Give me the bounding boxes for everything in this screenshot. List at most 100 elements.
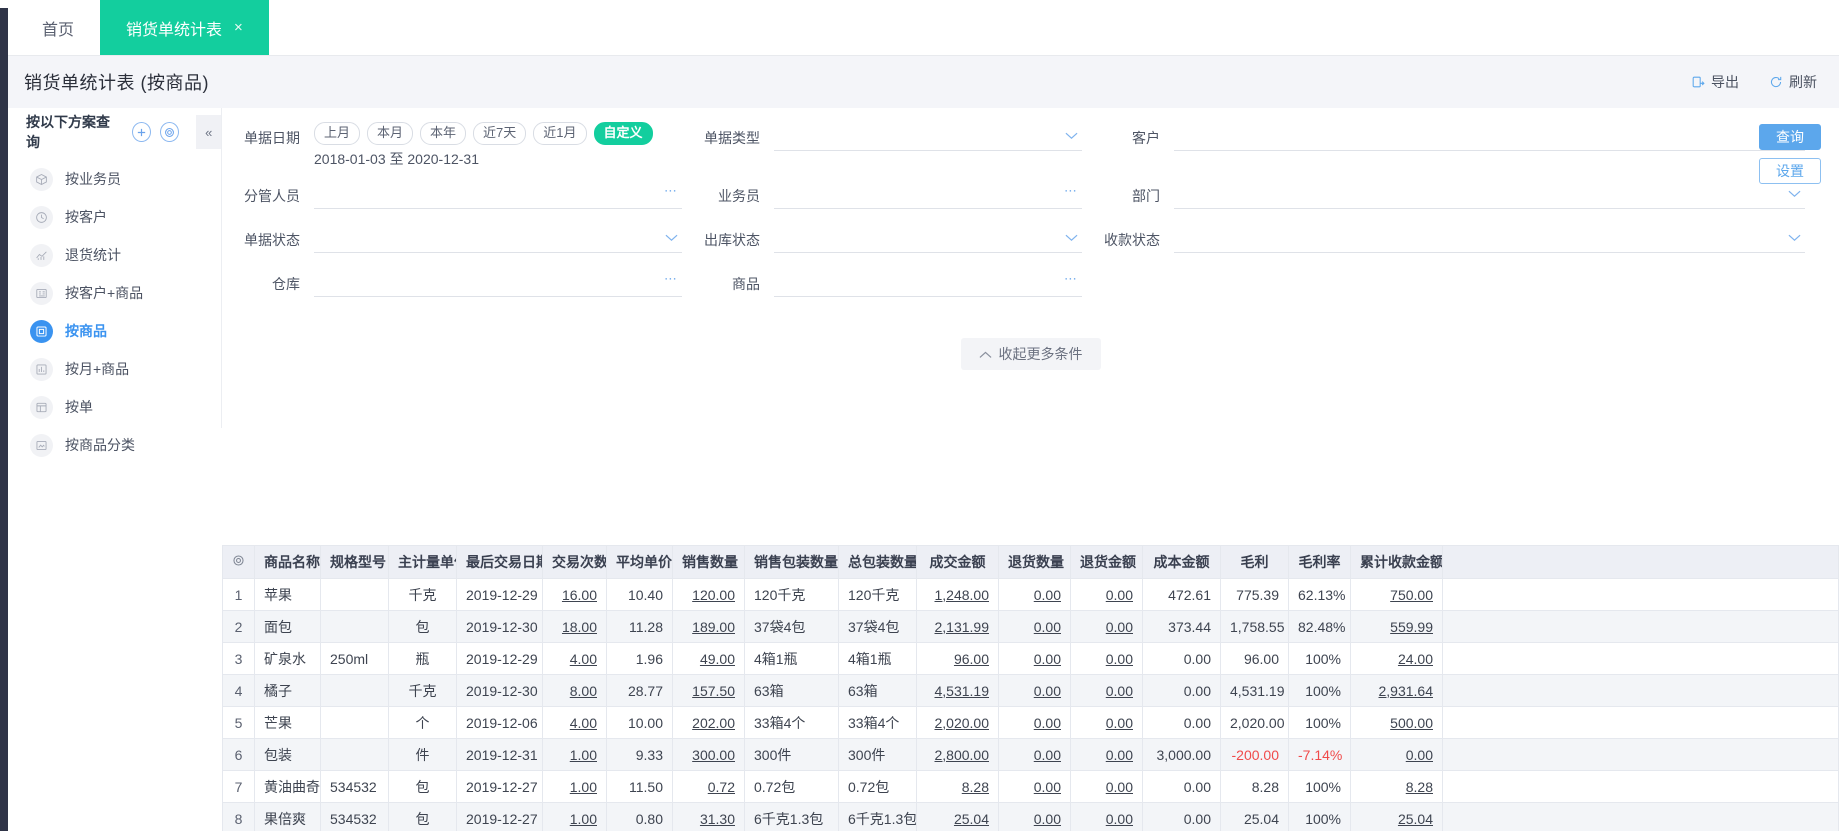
cell-received-amount-link[interactable]: 2,931.64	[1378, 682, 1434, 699]
col-received-amount[interactable]: 累计收款金额	[1350, 545, 1443, 579]
col-product-name[interactable]: 商品名称	[254, 545, 321, 579]
doc-status-input[interactable]	[314, 224, 682, 253]
chevron-down-icon[interactable]	[1065, 231, 1078, 244]
col-last-date[interactable]: 最后交易日期	[456, 545, 543, 579]
cell-deal-amount[interactable]: 2,020.00	[916, 706, 999, 739]
date-chip-last-7-days[interactable]: 近7天	[473, 122, 527, 145]
table-row[interactable]: 7 黄油曲奇 534532 包 2019-12-27 1.00 11.50 0.72 0.72包…	[222, 770, 1839, 803]
col-avg-price[interactable]: 平均单价	[606, 545, 673, 579]
cell-return-qty-link[interactable]: 0.00	[1033, 810, 1061, 827]
tab-sales-report[interactable]: 销货单统计表 ×	[100, 0, 269, 55]
outbound-status-control[interactable]	[774, 224, 1082, 253]
cell-return-amount-link[interactable]: 0.00	[1105, 714, 1133, 731]
cell-return-amount[interactable]: 0.00	[1070, 642, 1143, 675]
cell-deal-amount-link[interactable]: 2,020.00	[934, 714, 990, 731]
cell-sale-qty[interactable]: 49.00	[672, 642, 745, 675]
cell-received-amount[interactable]: 750.00	[1350, 578, 1443, 611]
col-deal-count[interactable]: 交易次数	[542, 545, 607, 579]
cell-deal-amount-link[interactable]: 8.28	[961, 778, 989, 795]
refresh-button[interactable]: 刷新	[1769, 72, 1817, 92]
col-total-pack-qty[interactable]: 总包装数量	[838, 545, 917, 579]
date-chip-last-1-month[interactable]: 近1月	[533, 122, 587, 145]
table-row[interactable]: 3 矿泉水 250ml 瓶 2019-12-29 4.00 1.96 49.00 4箱1瓶 4箱1…	[222, 642, 1839, 675]
cell-return-amount-link[interactable]: 0.00	[1105, 586, 1133, 603]
cell-deal-amount[interactable]: 96.00	[916, 642, 999, 675]
cell-deal-count-link[interactable]: 8.00	[569, 682, 597, 699]
cell-return-amount[interactable]: 0.00	[1070, 706, 1143, 739]
cell-sale-qty[interactable]: 0.72	[672, 770, 745, 803]
chevron-down-icon[interactable]	[1788, 187, 1801, 200]
cell-deal-amount[interactable]: 2,800.00	[916, 738, 999, 771]
dots-icon[interactable]: ⋯	[1064, 271, 1078, 286]
cell-return-qty[interactable]: 0.00	[998, 738, 1071, 771]
cell-sale-qty-link[interactable]: 31.30	[699, 810, 735, 827]
cell-return-qty[interactable]: 0.00	[998, 610, 1071, 643]
date-chip-this-month[interactable]: 本月	[367, 122, 414, 145]
cell-sale-qty-link[interactable]: 120.00	[692, 586, 735, 603]
customer-input[interactable]: ⋯	[1174, 122, 1805, 151]
cell-sale-qty[interactable]: 120.00	[672, 578, 745, 611]
product-control[interactable]: ⋯	[774, 268, 1082, 297]
cell-return-amount-link[interactable]: 0.00	[1105, 682, 1133, 699]
sidebar-item-by-salesperson[interactable]: 按业务员	[8, 160, 221, 198]
cell-return-qty[interactable]: 0.00	[998, 674, 1071, 707]
cell-deal-count[interactable]: 8.00	[542, 674, 607, 707]
col-gross-profit[interactable]: 毛利	[1220, 545, 1289, 579]
payment-status-input[interactable]	[1174, 224, 1805, 253]
cell-deal-count-link[interactable]: 1.00	[569, 810, 597, 827]
dots-icon[interactable]: ⋯	[664, 183, 678, 198]
table-row[interactable]: 4 橘子 千克 2019-12-30 8.00 28.77 157.50 63箱 63箱 4,53…	[222, 674, 1839, 707]
table-row[interactable]: 8 果倍爽 534532 包 2019-12-27 1.00 0.80 31.30 6千克1.3…	[222, 802, 1839, 831]
cell-return-amount-link[interactable]: 0.00	[1105, 810, 1133, 827]
sidebar-item-by-customer[interactable]: 按客户	[8, 198, 221, 236]
dots-icon[interactable]: ⋯	[1064, 183, 1078, 198]
sidebar-item-by-month-product[interactable]: 按月+商品	[8, 350, 221, 388]
cell-sale-qty[interactable]: 31.30	[672, 802, 745, 831]
cell-return-qty-link[interactable]: 0.00	[1033, 746, 1061, 763]
salesperson-input[interactable]: ⋯	[774, 180, 1082, 209]
col-return-amount[interactable]: 退货金额	[1070, 545, 1143, 579]
query-button[interactable]: 查询	[1759, 124, 1821, 150]
chevron-down-icon[interactable]	[1065, 129, 1078, 142]
cell-received-amount-link[interactable]: 559.99	[1390, 618, 1433, 635]
gear-icon[interactable]	[232, 554, 245, 567]
cell-received-amount-link[interactable]: 750.00	[1390, 586, 1433, 603]
cell-return-amount-link[interactable]: 0.00	[1105, 778, 1133, 795]
product-input[interactable]: ⋯	[774, 268, 1082, 297]
col-sale-qty[interactable]: 销售数量	[672, 545, 745, 579]
salesperson-control[interactable]: ⋯	[774, 180, 1082, 209]
cell-sale-qty[interactable]: 202.00	[672, 706, 745, 739]
cell-deal-amount[interactable]: 1,248.00	[916, 578, 999, 611]
export-button[interactable]: 导出	[1691, 72, 1739, 92]
warehouse-input[interactable]: ⋯	[314, 268, 682, 297]
cell-return-amount-link[interactable]: 0.00	[1105, 618, 1133, 635]
cell-deal-amount-link[interactable]: 25.04	[953, 810, 989, 827]
cell-received-amount-link[interactable]: 8.28	[1405, 778, 1433, 795]
cell-return-qty[interactable]: 0.00	[998, 578, 1071, 611]
results-table-wrap[interactable]: 商品名称 规格型号 主计量单位 最后交易日期 交易次数 平均单价 销售数量 销售…	[222, 545, 1839, 831]
cell-received-amount[interactable]: 0.00	[1350, 738, 1443, 771]
cell-return-qty-link[interactable]: 0.00	[1033, 778, 1061, 795]
cell-return-amount-link[interactable]: 0.00	[1105, 650, 1133, 667]
collapse-more-conditions-button[interactable]: 收起更多条件	[960, 338, 1101, 370]
date-chip-last-month[interactable]: 上月	[314, 122, 361, 145]
sidebar-item-by-product-category[interactable]: 按商品分类	[8, 426, 221, 464]
cell-deal-amount-link[interactable]: 1,248.00	[934, 586, 990, 603]
cell-deal-count-link[interactable]: 16.00	[561, 586, 597, 603]
supervisor-control[interactable]: ⋯	[314, 180, 682, 209]
cell-deal-count-link[interactable]: 18.00	[561, 618, 597, 635]
date-range-value[interactable]: 2018-01-03 至 2020-12-31	[314, 151, 480, 167]
col-unit[interactable]: 主计量单位	[388, 545, 457, 579]
cell-deal-count-link[interactable]: 1.00	[569, 746, 597, 763]
cell-return-qty[interactable]: 0.00	[998, 642, 1071, 675]
department-input[interactable]	[1174, 180, 1805, 209]
cell-sale-qty-link[interactable]: 202.00	[692, 714, 735, 731]
cell-received-amount-link[interactable]: 0.00	[1405, 746, 1433, 763]
chevron-down-icon[interactable]	[1788, 231, 1801, 244]
cell-return-amount[interactable]: 0.00	[1070, 578, 1143, 611]
plus-icon[interactable]	[132, 122, 152, 142]
chevron-down-icon[interactable]	[665, 231, 678, 244]
outbound-status-input[interactable]	[774, 224, 1082, 253]
cell-deal-amount[interactable]: 4,531.19	[916, 674, 999, 707]
table-row[interactable]: 5 芒果 个 2019-12-06 4.00 10.00 202.00 33箱4个 33箱4个 2…	[222, 706, 1839, 739]
